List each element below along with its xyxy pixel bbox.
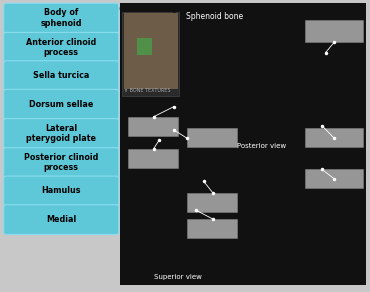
FancyBboxPatch shape <box>305 20 363 42</box>
Text: Superior view: Superior view <box>154 274 202 280</box>
FancyBboxPatch shape <box>137 38 152 55</box>
FancyBboxPatch shape <box>4 3 119 33</box>
FancyBboxPatch shape <box>4 205 119 234</box>
FancyBboxPatch shape <box>187 128 237 147</box>
FancyBboxPatch shape <box>305 169 363 188</box>
FancyBboxPatch shape <box>124 13 178 89</box>
Text: Lateral
pterygoid plate: Lateral pterygoid plate <box>26 124 96 143</box>
FancyBboxPatch shape <box>128 117 178 136</box>
Text: Hamulus: Hamulus <box>41 187 81 195</box>
Text: Body of
sphenoid: Body of sphenoid <box>40 8 82 28</box>
FancyBboxPatch shape <box>4 148 119 178</box>
FancyBboxPatch shape <box>4 89 119 119</box>
FancyBboxPatch shape <box>120 3 366 285</box>
Text: Sella turcica: Sella turcica <box>33 71 90 80</box>
FancyBboxPatch shape <box>305 128 363 147</box>
Text: Posterior clinoid
process: Posterior clinoid process <box>24 153 98 172</box>
FancyBboxPatch shape <box>4 32 119 62</box>
Text: Medial: Medial <box>46 215 76 224</box>
FancyBboxPatch shape <box>4 61 119 91</box>
FancyBboxPatch shape <box>187 219 237 238</box>
FancyBboxPatch shape <box>128 149 178 168</box>
FancyBboxPatch shape <box>187 193 237 212</box>
Text: Label the structures of the bone using the hints provided.: Label the structures of the bone using t… <box>4 4 266 13</box>
Text: Posterior view: Posterior view <box>237 143 286 149</box>
Text: ⚪ BONE TEXTURES: ⚪ BONE TEXTURES <box>124 88 171 93</box>
Text: Dorsum sellae: Dorsum sellae <box>29 100 93 109</box>
FancyBboxPatch shape <box>4 176 119 206</box>
FancyBboxPatch shape <box>4 119 119 148</box>
Text: Anterior clinoid
process: Anterior clinoid process <box>26 38 96 57</box>
Text: Sphenoid bone: Sphenoid bone <box>186 12 243 21</box>
FancyBboxPatch shape <box>122 12 179 96</box>
